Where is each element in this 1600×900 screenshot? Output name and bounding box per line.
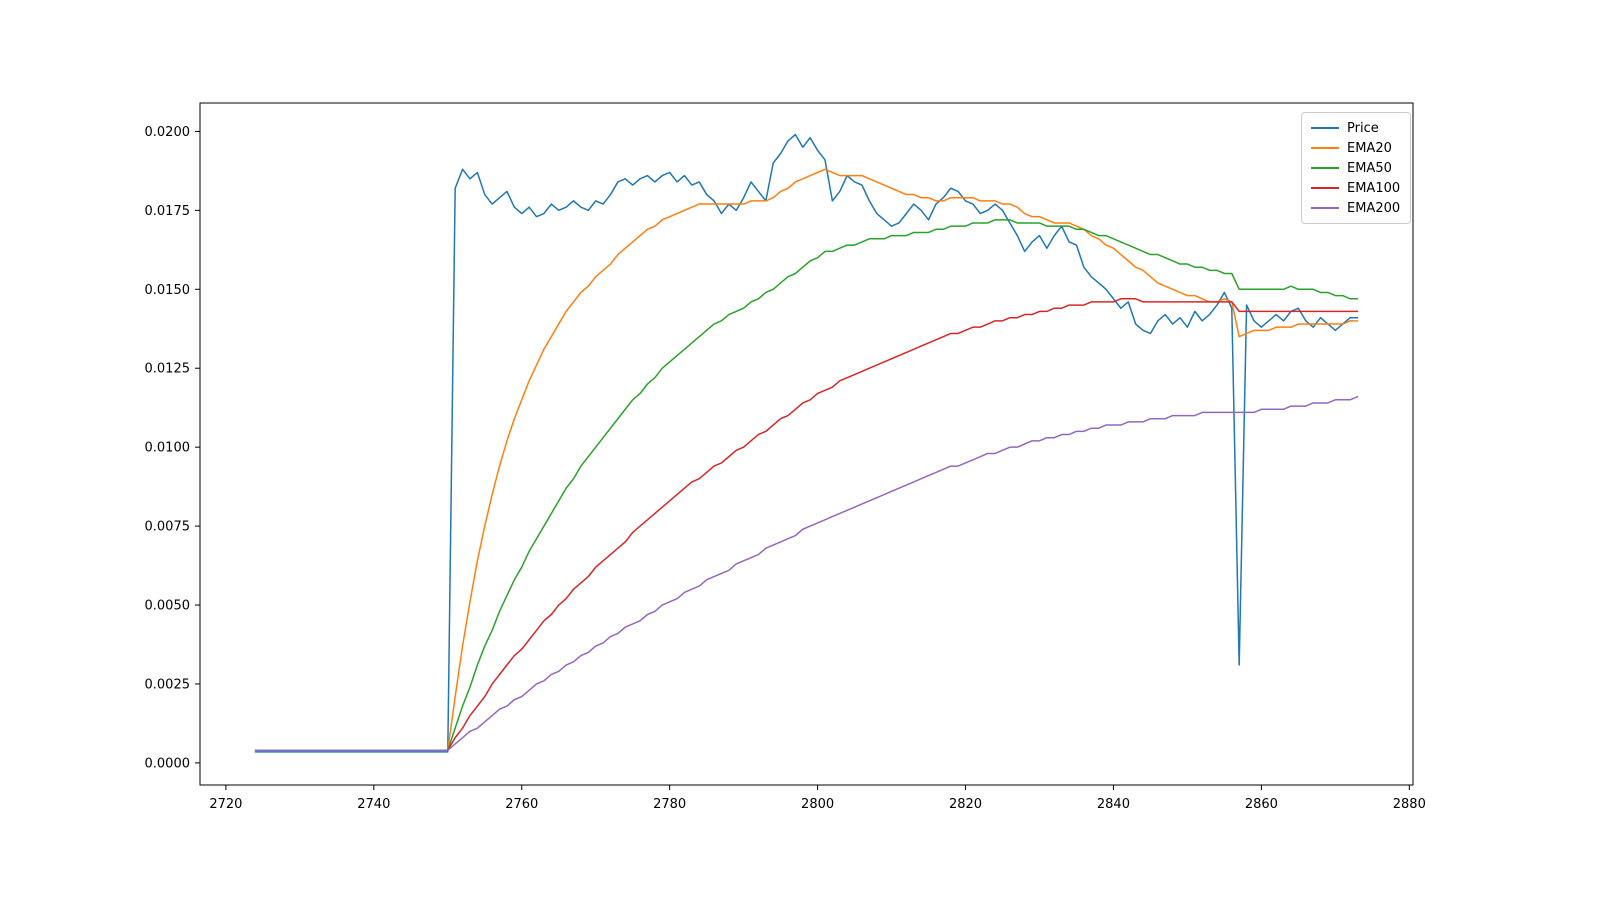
x-tick-label: 2860 [1245,797,1278,812]
y-tick-label: 0.0100 [145,441,191,456]
legend-entry-ema100: EMA100 [1311,181,1400,195]
legend-label-ema200: EMA200 [1347,200,1401,216]
y-tick-label: 0.0175 [145,204,191,219]
legend-label-ema50: EMA50 [1347,160,1392,176]
legend-label-ema100: EMA100 [1347,180,1401,196]
y-tick-label: 0.0050 [145,599,191,614]
legend-line-swatch-ema50 [1311,167,1339,169]
legend-label-ema20: EMA20 [1347,140,1392,156]
legend-entry-ema200: EMA200 [1311,201,1400,215]
legend-entry-ema20: EMA20 [1311,141,1400,155]
x-tick-label: 2740 [357,797,390,812]
legend-entry-ema50: EMA50 [1311,161,1400,175]
x-tick-label: 2820 [949,797,982,812]
y-tick-label: 0.0125 [145,362,191,377]
y-tick-label: 0.0025 [145,677,191,692]
y-tick-label: 0.0200 [145,125,191,140]
series-line-price [254,133,1359,753]
y-tick-label: 0.0075 [145,520,191,535]
legend-line-swatch-ema200 [1311,207,1339,209]
x-tick-label: 2780 [653,797,686,812]
series-line-ema100 [254,298,1359,752]
legend-entry-price: Price [1311,121,1400,135]
legend: Price EMA20 EMA50 EMA100 EMA200 [1301,112,1412,224]
x-tick-label: 2760 [505,797,538,812]
x-tick-label: 2800 [801,797,834,812]
legend-line-swatch-price [1311,127,1339,129]
y-tick-label: 0.0000 [145,756,191,771]
series-line-ema200 [254,395,1359,752]
series-line-ema20 [254,168,1359,752]
legend-line-swatch-ema20 [1311,147,1339,149]
x-tick-label: 2880 [1393,797,1426,812]
x-tick-label: 2720 [209,797,242,812]
legend-line-swatch-ema100 [1311,187,1339,189]
axes-frame [199,102,1414,786]
x-tick-label: 2840 [1097,797,1130,812]
y-tick-label: 0.0150 [145,283,191,298]
legend-label-price: Price [1347,120,1379,136]
series-line-ema50 [254,219,1359,752]
